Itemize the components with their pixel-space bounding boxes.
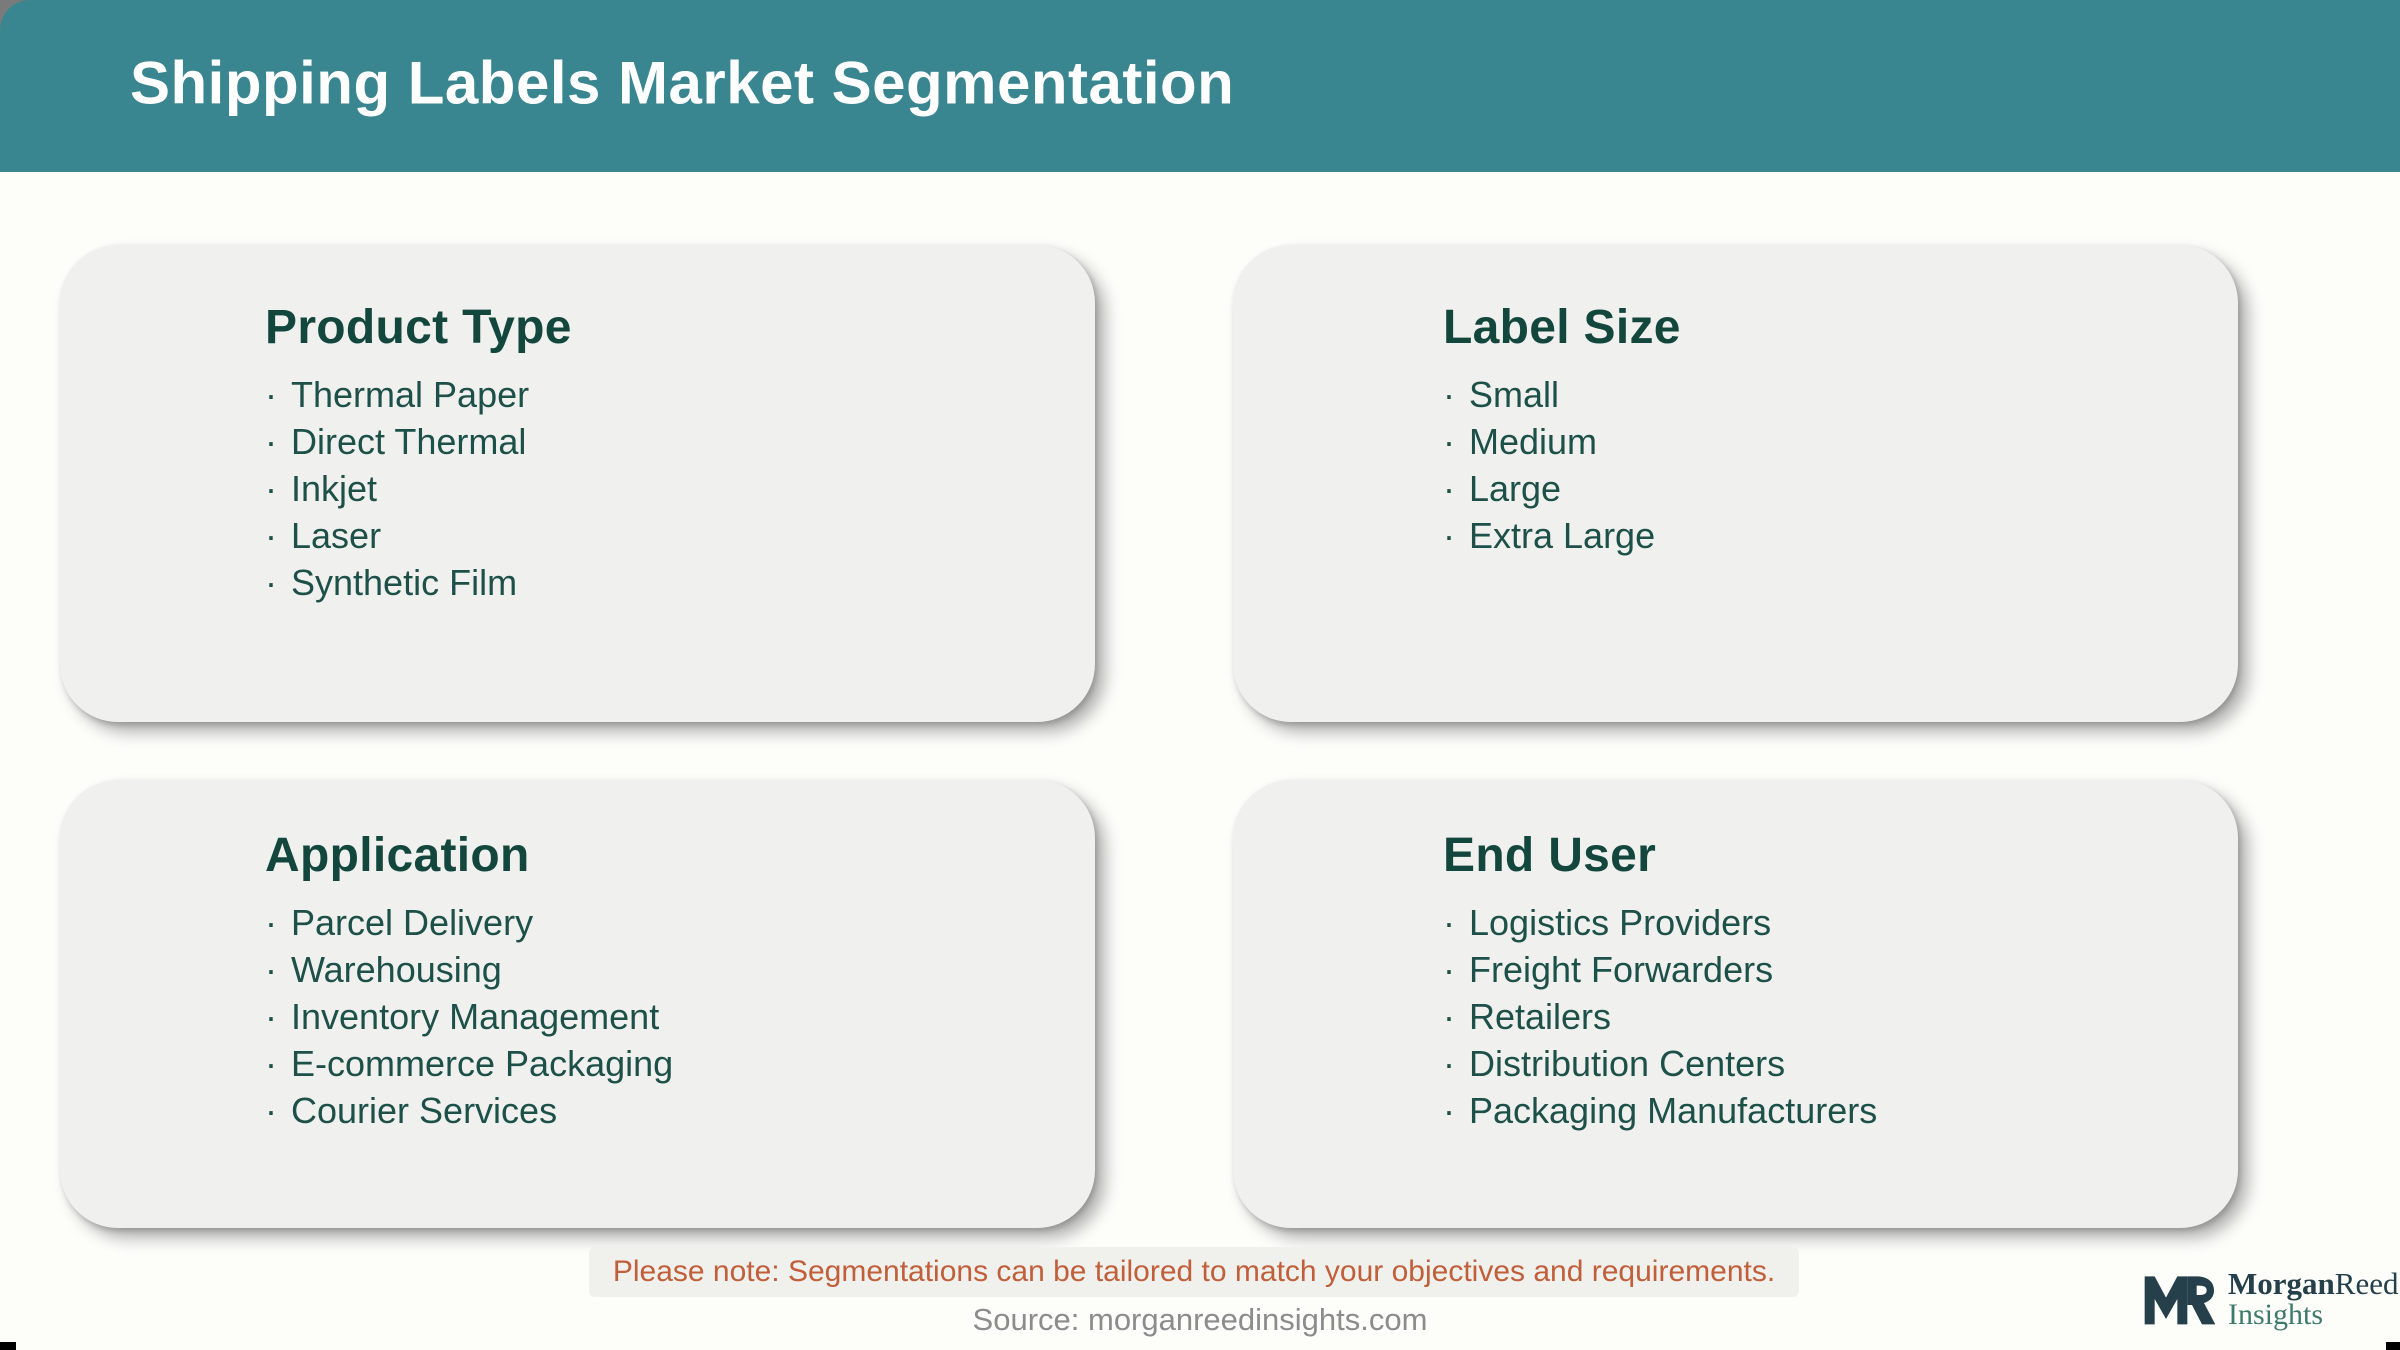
bullet-icon: · bbox=[1443, 902, 1455, 943]
list-item: · Distribution Centers bbox=[1443, 1040, 2198, 1087]
card-end-user-list: · Logistics Providers · Freight Forwarders… bbox=[1443, 899, 2198, 1134]
list-item-label: Inventory Management bbox=[291, 996, 660, 1037]
bullet-icon: · bbox=[1443, 1090, 1455, 1131]
morganreed-monogram-icon bbox=[2144, 1276, 2216, 1325]
list-item-label: Direct Thermal bbox=[291, 421, 527, 462]
page-title: Shipping Labels Market Segmentation bbox=[130, 49, 1235, 117]
card-label-size: Label Size · Small · Medium · Large · Extra … bbox=[1233, 245, 2238, 722]
bullet-icon: · bbox=[265, 562, 277, 603]
list-item: · Medium bbox=[1443, 418, 2198, 465]
bullet-icon: · bbox=[1443, 421, 1455, 462]
bullet-icon: · bbox=[1443, 468, 1455, 509]
note-banner: Please note: Segmentations can be tailor… bbox=[589, 1247, 1799, 1297]
list-item-label: Retailers bbox=[1469, 996, 1612, 1037]
list-item: · Freight Forwarders bbox=[1443, 946, 2198, 993]
list-item: · Large bbox=[1443, 465, 2198, 512]
list-item: · Inventory Management bbox=[265, 993, 1055, 1040]
note-text: Please note: Segmentations can be tailor… bbox=[612, 1255, 1776, 1288]
card-application: Application · Parcel Delivery · Warehousin… bbox=[60, 780, 1095, 1228]
list-item: · Retailers bbox=[1443, 993, 2198, 1040]
list-item-label: Freight Forwarders bbox=[1469, 949, 1774, 990]
list-item: · Extra Large bbox=[1443, 512, 2198, 559]
card-end-user-title: End User bbox=[1443, 829, 1657, 882]
list-item-label: Medium bbox=[1469, 421, 1598, 462]
bullet-icon: · bbox=[265, 515, 277, 556]
card-end-user: End User · Logistics Providers · Freight F… bbox=[1233, 780, 2238, 1228]
list-item-label: Distribution Centers bbox=[1469, 1043, 1786, 1084]
list-item-label: Small bbox=[1469, 374, 1560, 415]
list-item-label: Parcel Delivery bbox=[291, 902, 534, 943]
list-item: · Thermal Paper bbox=[265, 371, 1055, 418]
morganreed-tagline: Insights bbox=[2228, 1297, 2324, 1331]
list-item: · Parcel Delivery bbox=[265, 899, 1055, 946]
morganreed-wordmark: MorganReed Insights bbox=[2228, 1268, 2398, 1330]
bullet-icon: · bbox=[1443, 996, 1455, 1037]
list-item-label: Large bbox=[1469, 468, 1562, 509]
card-product-type-title: Product Type bbox=[265, 301, 572, 354]
list-item-label: Synthetic Film bbox=[291, 562, 518, 603]
list-item: · Courier Services bbox=[265, 1087, 1055, 1134]
card-label-size-title: Label Size bbox=[1443, 301, 1681, 354]
bullet-icon: · bbox=[265, 421, 277, 462]
card-application-title: Application bbox=[265, 829, 530, 882]
source-text: Source: morganreedinsights.com bbox=[972, 1302, 1428, 1337]
bullet-icon: · bbox=[1443, 1043, 1455, 1084]
list-item: · Synthetic Film bbox=[265, 559, 1055, 606]
card-application-list: · Parcel Delivery · Warehousing · Inventory… bbox=[265, 899, 1055, 1134]
list-item: · Small bbox=[1443, 371, 2198, 418]
bullet-icon: · bbox=[1443, 374, 1455, 415]
bullet-icon: · bbox=[265, 468, 277, 509]
list-item: · Laser bbox=[265, 512, 1055, 559]
list-item: · Inkjet bbox=[265, 465, 1055, 512]
bullet-icon: · bbox=[265, 902, 277, 943]
list-item: · E-commerce Packaging bbox=[265, 1040, 1055, 1087]
list-item-label: Inkjet bbox=[291, 468, 378, 509]
bottom-right-corner-mark bbox=[2386, 1342, 2400, 1350]
bullet-icon: · bbox=[1443, 515, 1455, 556]
list-item: · Packaging Manufacturers bbox=[1443, 1087, 2198, 1134]
bullet-icon: · bbox=[265, 949, 277, 990]
list-item-label: Extra Large bbox=[1469, 515, 1656, 556]
bottom-left-corner-mark bbox=[0, 1342, 16, 1350]
list-item-label: Thermal Paper bbox=[291, 374, 530, 415]
bullet-icon: · bbox=[265, 374, 277, 415]
header-bar: Shipping Labels Market Segmentation bbox=[0, 0, 2400, 172]
morganreed-logo: MorganReed Insights bbox=[2138, 1268, 2398, 1330]
bullet-icon: · bbox=[265, 1090, 277, 1131]
card-product-type: Product Type · Thermal Paper · Direct Ther… bbox=[60, 245, 1095, 722]
bullet-icon: · bbox=[265, 1043, 277, 1084]
list-item-label: Packaging Manufacturers bbox=[1469, 1090, 1878, 1131]
list-item-label: Courier Services bbox=[291, 1090, 558, 1131]
list-item: · Direct Thermal bbox=[265, 418, 1055, 465]
list-item-label: Logistics Providers bbox=[1469, 902, 1772, 943]
morganreed-name-bold: Morgan bbox=[2228, 1266, 2335, 1301]
morganreed-name: MorganReed bbox=[2228, 1268, 2398, 1300]
list-item: · Logistics Providers bbox=[1443, 899, 2198, 946]
list-item-label: E-commerce Packaging bbox=[291, 1043, 674, 1084]
list-item-label: Laser bbox=[291, 515, 382, 556]
card-product-type-list: · Thermal Paper · Direct Thermal · Inkjet ·… bbox=[265, 371, 1055, 606]
list-item: · Warehousing bbox=[265, 946, 1055, 993]
bullet-icon: · bbox=[1443, 949, 1455, 990]
morganreed-name-regular: Reed bbox=[2334, 1266, 2399, 1301]
list-item-label: Warehousing bbox=[291, 949, 502, 990]
card-label-size-list: · Small · Medium · Large · Extra Large bbox=[1443, 371, 2198, 559]
bullet-icon: · bbox=[265, 996, 277, 1037]
